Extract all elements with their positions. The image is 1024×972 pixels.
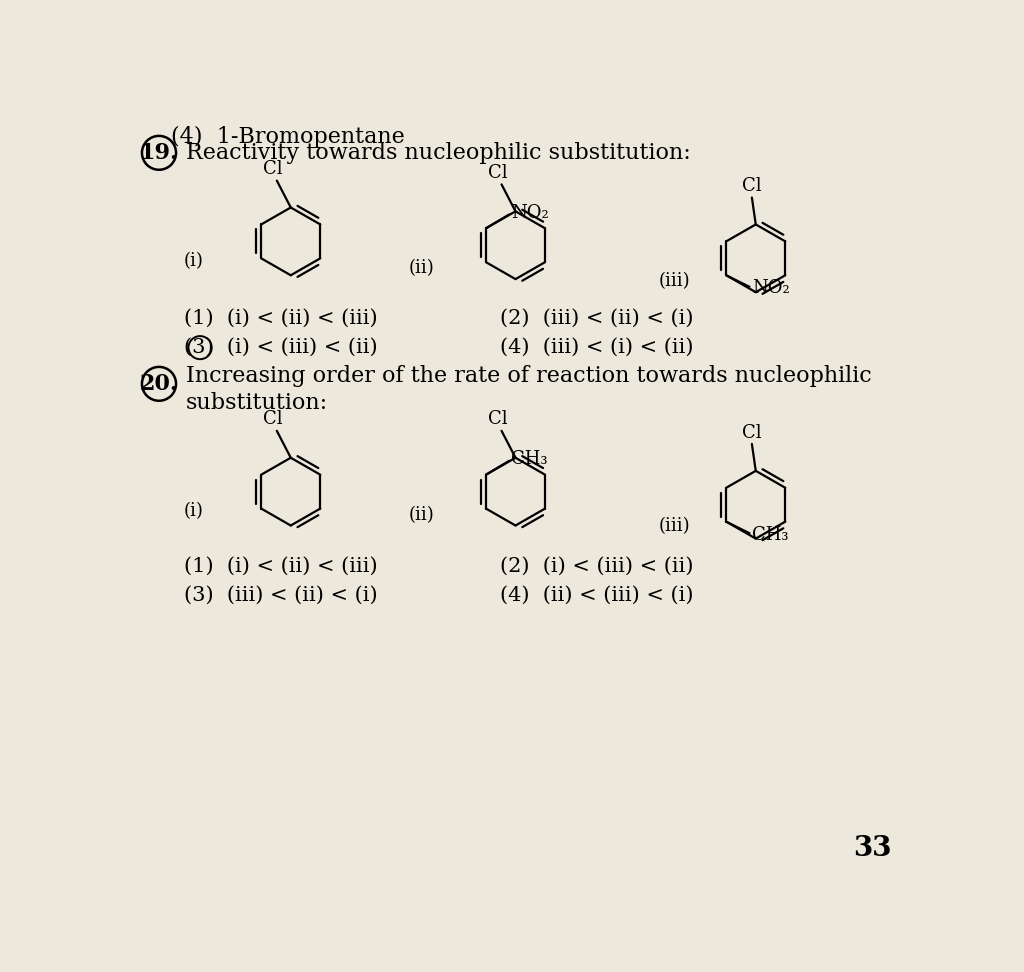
Text: (3)  (iii) < (ii) < (i): (3) (iii) < (ii) < (i): [183, 586, 378, 606]
Text: (2)  (iii) < (ii) < (i): (2) (iii) < (ii) < (i): [500, 309, 693, 328]
Text: Cl: Cl: [487, 164, 508, 182]
Text: Cl: Cl: [263, 160, 283, 178]
Text: (1)  (i) < (ii) < (iii): (1) (i) < (ii) < (iii): [183, 557, 378, 575]
Text: (4)  (ii) < (iii) < (i): (4) (ii) < (iii) < (i): [500, 586, 693, 606]
Text: Cl: Cl: [742, 177, 762, 195]
Text: (i): (i): [183, 502, 204, 520]
Text: (ii): (ii): [409, 505, 434, 524]
Text: (ii): (ii): [409, 260, 434, 277]
Text: (3)  (i) < (iii) < (ii): (3) (i) < (iii) < (ii): [183, 338, 378, 357]
Text: (4)  (iii) < (i) < (ii): (4) (iii) < (i) < (ii): [500, 338, 693, 357]
Text: NO₂: NO₂: [512, 204, 549, 222]
Text: 20.: 20.: [139, 373, 178, 395]
Text: (i): (i): [183, 252, 204, 269]
Text: Cl: Cl: [263, 410, 283, 429]
Text: (iii): (iii): [658, 517, 690, 536]
Text: Reactivity towards nucleophilic substitution:: Reactivity towards nucleophilic substitu…: [186, 142, 691, 164]
Text: Cl: Cl: [487, 410, 508, 429]
Text: Increasing order of the rate of reaction towards nucleophilic: Increasing order of the rate of reaction…: [186, 365, 871, 387]
Text: CH₃: CH₃: [752, 526, 788, 543]
Text: Cl: Cl: [742, 424, 762, 441]
Text: (2)  (i) < (iii) < (ii): (2) (i) < (iii) < (ii): [500, 557, 693, 575]
Text: 19.: 19.: [139, 142, 178, 164]
Text: (4)  1-Bromopentane: (4) 1-Bromopentane: [171, 126, 404, 148]
Text: NO₂: NO₂: [752, 279, 790, 297]
Text: (1)  (i) < (ii) < (iii): (1) (i) < (ii) < (iii): [183, 309, 378, 328]
Text: 33: 33: [853, 835, 891, 861]
Text: substitution:: substitution:: [186, 392, 329, 414]
Text: CH₃: CH₃: [511, 450, 547, 469]
Text: (iii): (iii): [658, 272, 690, 291]
